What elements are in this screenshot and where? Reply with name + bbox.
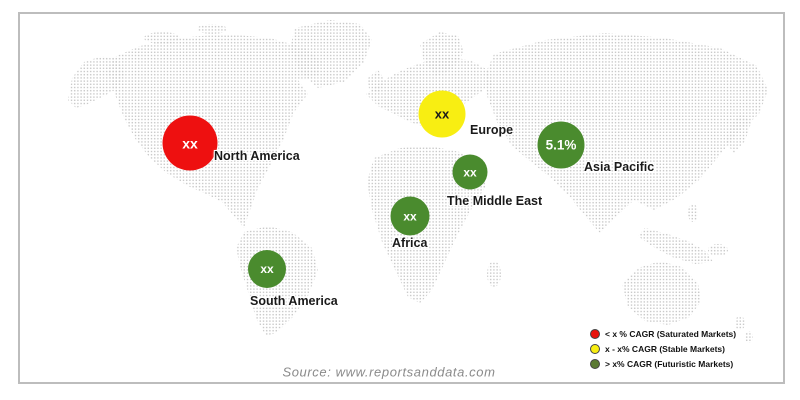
bubble-europe: xx: [418, 90, 466, 138]
bubble-south-america: xx: [248, 250, 286, 288]
label-middle-east: The Middle East: [447, 194, 543, 208]
bubble-value: xx: [182, 135, 198, 151]
bubble-value: xx: [260, 262, 274, 276]
bubble-value: xx: [403, 209, 417, 223]
bubble-value: xx: [463, 165, 477, 179]
label-europe: Europe: [470, 123, 514, 137]
legend-label: x - x% CAGR (Stable Markets): [605, 344, 725, 354]
bubble-asia-pacific: 5.1%: [537, 121, 585, 169]
label-south-america: South America: [250, 294, 338, 308]
green-dot-icon: [590, 359, 600, 369]
red-dot-icon: [590, 329, 600, 339]
source-attribution: Source: www.reportsanddata.com: [282, 364, 496, 380]
label-asia-pacific: Asia Pacific: [584, 160, 655, 174]
legend-item-futuristic: > x% CAGR (Futuristic Markets): [590, 359, 736, 369]
legend-item-stable: x - x% CAGR (Stable Markets): [590, 344, 736, 354]
yellow-dot-icon: [590, 344, 600, 354]
legend-label: < x % CAGR (Saturated Markets): [605, 329, 737, 339]
legend-item-saturated: < x % CAGR (Saturated Markets): [590, 329, 736, 339]
label-africa: Africa: [392, 236, 428, 250]
bubble-value: 5.1%: [545, 137, 577, 153]
label-north-america: North America: [214, 149, 300, 163]
bubble-north-america: xx: [162, 115, 218, 171]
continents: [68, 20, 768, 343]
bubble-africa: xx: [390, 196, 430, 236]
legend: < x % CAGR (Saturated Markets) x - x% CA…: [590, 329, 736, 369]
legend-label: > x% CAGR (Futuristic Markets): [605, 359, 734, 369]
bubble-value: xx: [434, 106, 450, 122]
bubble-middle-east: xx: [452, 154, 488, 190]
